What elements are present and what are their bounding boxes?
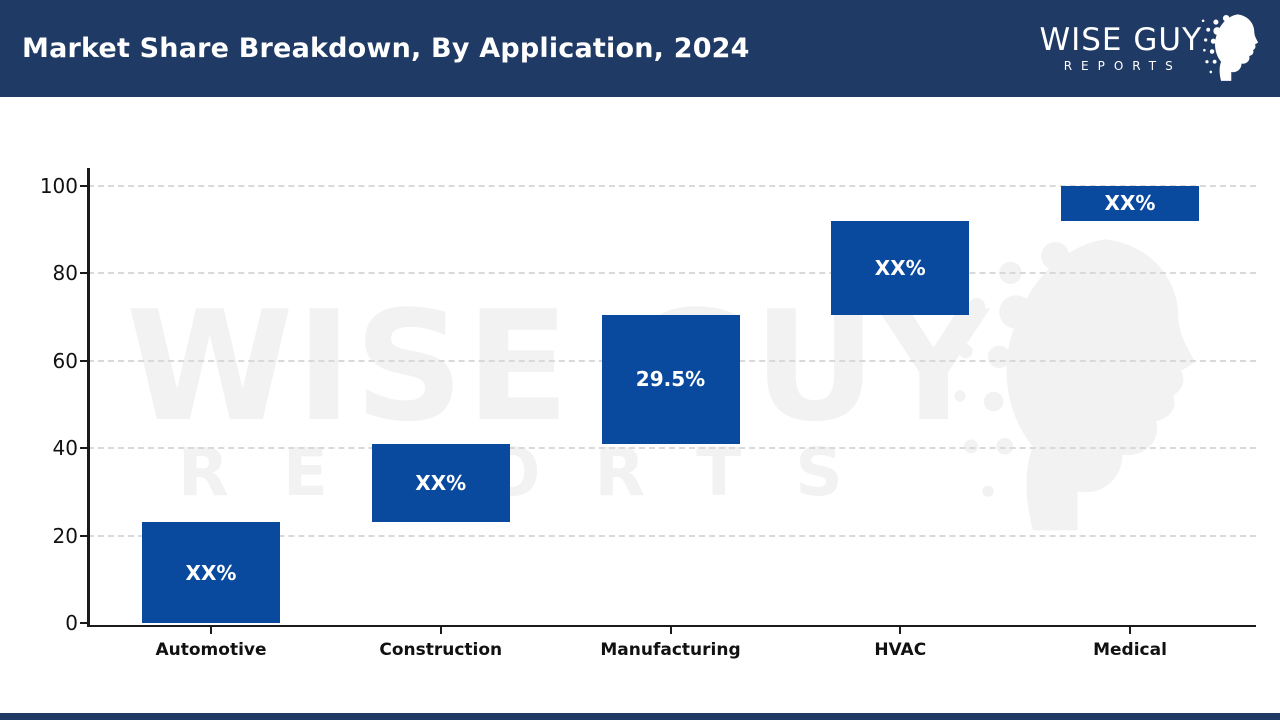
x-tick-mark [899, 627, 902, 634]
bar-value-label: XX% [415, 471, 467, 496]
brand-subtitle: REPORTS [1063, 59, 1182, 73]
bar-automotive: XX% [142, 522, 280, 623]
page-title: Market Share Breakdown, By Application, … [22, 33, 750, 64]
gridline [88, 185, 1256, 187]
y-axis-line [87, 168, 90, 627]
x-axis-line [87, 624, 1256, 627]
brand-logo-text: WISE GUY REPORTS [1039, 22, 1202, 73]
x-axis-label-construction: Construction [379, 640, 503, 660]
x-tick-mark [669, 627, 672, 634]
dotted-face-logo-icon [1198, 6, 1262, 92]
watermark-text-2: REPORTS [178, 434, 897, 511]
gridline [88, 534, 1256, 537]
y-axis-tick-label: 60 [52, 348, 78, 373]
x-tick-mark [439, 627, 442, 634]
bar-value-label: XX% [874, 255, 926, 280]
bar-construction: XX% [371, 443, 510, 523]
bar-manufacturing: 29.5% [601, 314, 740, 444]
bar-value-label: 29.5% [635, 367, 706, 392]
x-tick-mark [210, 627, 212, 634]
gridline [88, 272, 1256, 275]
x-tick-mark [1129, 627, 1131, 634]
bar-hvac: XX% [831, 220, 970, 315]
y-axis-tick-label: 80 [52, 261, 78, 286]
y-tick-mark [80, 185, 88, 187]
gridline [88, 447, 1256, 450]
header-bar: Market Share Breakdown, By Application, … [0, 0, 1280, 97]
y-axis-tick-label: 100 [39, 174, 78, 198]
y-axis-tick-label: 40 [52, 436, 78, 461]
x-axis-label-hvac: HVAC [874, 640, 927, 660]
footer-bar [0, 713, 1280, 720]
y-tick-mark [80, 534, 88, 537]
y-tick-mark [80, 447, 88, 450]
y-axis-tick-label: 0 [65, 611, 78, 635]
bar-medical: XX% [1061, 186, 1199, 221]
x-axis-label-automotive: Automotive [155, 640, 267, 660]
x-axis-label-manufacturing: Manufacturing [600, 640, 741, 660]
y-tick-mark [80, 272, 88, 275]
brand-logo: WISE GUY REPORTS [1039, 6, 1280, 92]
y-tick-mark [80, 622, 88, 624]
y-axis-tick-label: 20 [52, 523, 78, 548]
bar-value-label: XX% [185, 560, 237, 585]
bar-value-label: XX% [1104, 191, 1156, 216]
y-tick-mark [80, 359, 88, 362]
x-axis-label-medical: Medical [1093, 640, 1167, 660]
brand-name: WISE GUY [1039, 22, 1202, 58]
